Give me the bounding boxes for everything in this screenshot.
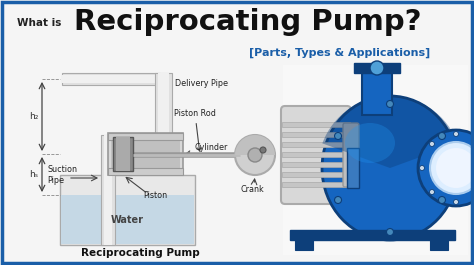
Circle shape bbox=[438, 197, 446, 204]
Text: [Parts, Types & Applications]: [Parts, Types & Applications] bbox=[249, 48, 430, 58]
Circle shape bbox=[419, 166, 425, 170]
Bar bbox=[60, 175, 195, 245]
Wedge shape bbox=[235, 135, 275, 155]
Bar bbox=[108, 133, 183, 140]
Bar bbox=[362, 65, 392, 115]
Text: Reciprocating Pump?: Reciprocating Pump? bbox=[74, 8, 422, 36]
Ellipse shape bbox=[322, 96, 458, 240]
Bar bbox=[61, 195, 194, 244]
Bar bbox=[295, 240, 313, 250]
Circle shape bbox=[370, 61, 384, 75]
Bar bbox=[158, 73, 169, 138]
Bar bbox=[282, 142, 350, 147]
Bar bbox=[283, 65, 468, 255]
Bar bbox=[155, 73, 172, 138]
Text: Cylinder: Cylinder bbox=[187, 144, 228, 154]
Text: Crank: Crank bbox=[240, 185, 264, 194]
Bar bbox=[62, 75, 160, 83]
Bar bbox=[113, 137, 133, 171]
FancyBboxPatch shape bbox=[343, 123, 359, 187]
Circle shape bbox=[429, 142, 435, 147]
Bar bbox=[282, 172, 350, 177]
Bar bbox=[108, 168, 183, 175]
Text: Reciprocating Pump: Reciprocating Pump bbox=[81, 248, 200, 258]
Bar bbox=[111, 140, 180, 168]
Circle shape bbox=[438, 132, 446, 139]
Circle shape bbox=[335, 197, 342, 204]
Circle shape bbox=[454, 131, 458, 136]
Bar bbox=[116, 137, 130, 171]
Circle shape bbox=[430, 142, 474, 194]
Circle shape bbox=[335, 132, 342, 139]
Bar bbox=[108, 133, 183, 175]
Text: Piston Rod: Piston Rod bbox=[174, 109, 216, 151]
Bar bbox=[282, 152, 350, 157]
Text: h₂: h₂ bbox=[28, 112, 38, 121]
Wedge shape bbox=[322, 96, 458, 168]
Bar bbox=[282, 122, 350, 127]
Circle shape bbox=[235, 135, 275, 175]
Bar bbox=[347, 148, 359, 188]
Bar bbox=[282, 162, 350, 167]
Circle shape bbox=[386, 100, 393, 108]
Bar bbox=[62, 73, 160, 85]
Text: Suction
Pipe: Suction Pipe bbox=[47, 165, 77, 185]
Text: Piston: Piston bbox=[143, 192, 167, 201]
Ellipse shape bbox=[345, 123, 395, 163]
Bar bbox=[430, 240, 448, 250]
Bar bbox=[282, 132, 350, 137]
Bar bbox=[354, 63, 400, 73]
Text: Delivery Pipe: Delivery Pipe bbox=[134, 78, 228, 89]
Circle shape bbox=[454, 200, 458, 205]
Circle shape bbox=[429, 189, 435, 195]
Circle shape bbox=[248, 148, 262, 162]
Circle shape bbox=[386, 228, 393, 236]
Bar bbox=[282, 182, 350, 187]
Bar bbox=[104, 135, 112, 245]
Bar bbox=[290, 230, 455, 240]
Text: What is: What is bbox=[17, 18, 61, 28]
Circle shape bbox=[260, 147, 266, 153]
Text: Water: Water bbox=[111, 215, 144, 225]
Circle shape bbox=[436, 148, 474, 188]
FancyBboxPatch shape bbox=[281, 106, 351, 204]
Circle shape bbox=[418, 130, 474, 206]
Bar bbox=[101, 135, 115, 245]
Text: hₛ: hₛ bbox=[29, 170, 38, 179]
